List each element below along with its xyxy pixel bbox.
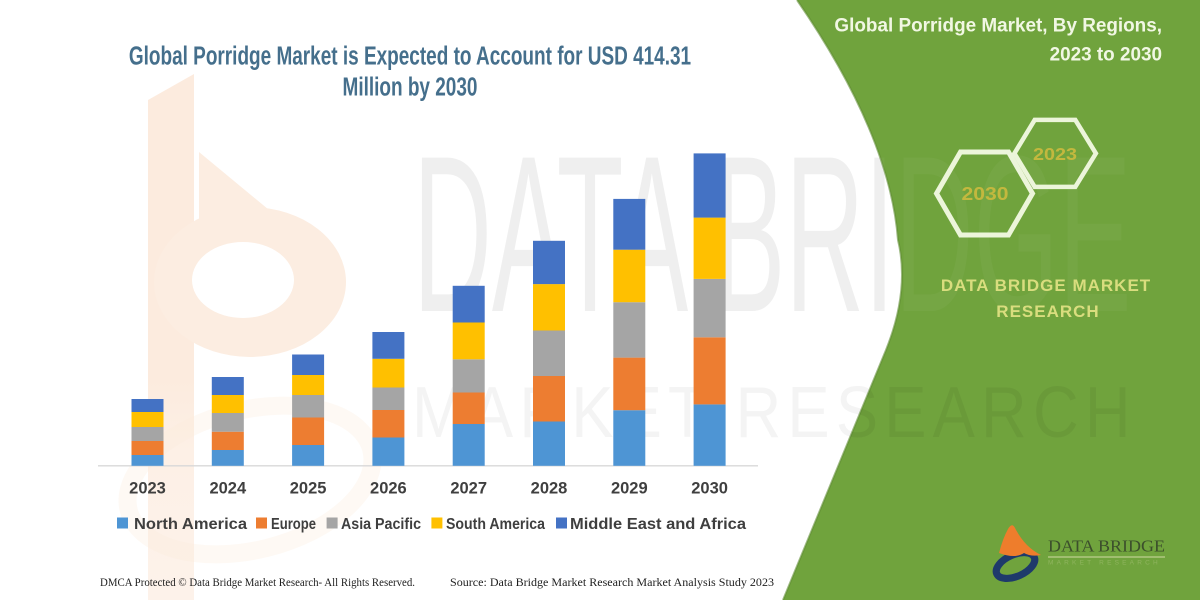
svg-text:2029: 2029 bbox=[611, 480, 648, 498]
svg-text:Global Porridge Market, By Reg: Global Porridge Market, By Regions, bbox=[834, 15, 1162, 36]
svg-text:2027: 2027 bbox=[450, 480, 487, 498]
svg-text:Europe: Europe bbox=[271, 516, 316, 533]
svg-text:Source: Data Bridge Market Res: Source: Data Bridge Market Research Mark… bbox=[450, 577, 774, 589]
svg-text:South America: South America bbox=[446, 516, 545, 533]
svg-text:2023: 2023 bbox=[1033, 144, 1077, 164]
svg-text:DATA BRIDGE MARKET: DATA BRIDGE MARKET bbox=[941, 276, 1151, 295]
svg-text:Global Porridge Market is Expe: Global Porridge Market is Expected to Ac… bbox=[129, 41, 692, 71]
svg-text:MARKET RESEARCH: MARKET RESEARCH bbox=[1048, 560, 1161, 567]
svg-text:2024: 2024 bbox=[209, 480, 247, 498]
svg-text:DMCA Protected © Data Bridge M: DMCA Protected © Data Bridge Market Rese… bbox=[100, 577, 415, 589]
svg-text:2026: 2026 bbox=[370, 480, 407, 498]
svg-text:2023 to 2030: 2023 to 2030 bbox=[1050, 44, 1162, 65]
svg-text:North America: North America bbox=[134, 516, 247, 533]
svg-text:2030: 2030 bbox=[962, 183, 1009, 204]
svg-text:RESEARCH: RESEARCH bbox=[996, 302, 1099, 321]
svg-text:Middle East and Africa: Middle East and Africa bbox=[570, 516, 746, 533]
svg-text:2025: 2025 bbox=[290, 480, 327, 498]
svg-text:Asia Pacific: Asia Pacific bbox=[341, 516, 421, 533]
svg-text:2028: 2028 bbox=[531, 480, 568, 498]
svg-text:DATA BRIDGE: DATA BRIDGE bbox=[1048, 537, 1165, 556]
svg-text:2030: 2030 bbox=[691, 480, 728, 498]
svg-text:Million by 2030: Million by 2030 bbox=[343, 72, 478, 102]
svg-text:2023: 2023 bbox=[129, 480, 166, 498]
